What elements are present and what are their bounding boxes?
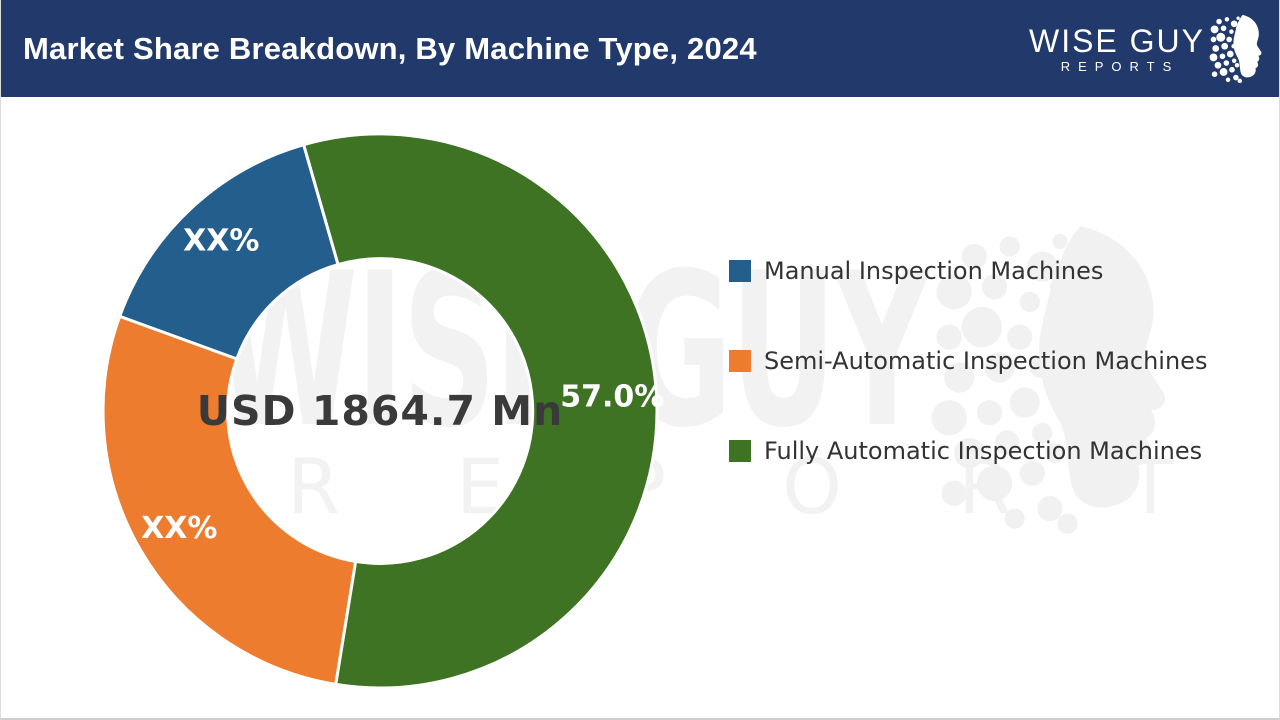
slice-label-fully_automatic: 57.0% bbox=[560, 380, 664, 415]
logo-wordmark-main: WISE GUY bbox=[1028, 22, 1205, 59]
wiseguy-logo: WISE GUY REPORTS bbox=[1029, 12, 1265, 86]
legend-item-manual: Manual Inspection Machines bbox=[729, 257, 1207, 285]
donut-slice-manual bbox=[118, 143, 340, 361]
legend-swatch-fully-automatic bbox=[729, 440, 751, 462]
legend-label-manual: Manual Inspection Machines bbox=[764, 257, 1104, 285]
header-bar: Market Share Breakdown, By Machine Type,… bbox=[1, 0, 1279, 97]
legend-label-semi-automatic: Semi-Automatic Inspection Machines bbox=[764, 347, 1208, 375]
chart-legend: Manual Inspection Machines Semi-Automati… bbox=[729, 257, 1207, 527]
slice-label-manual: XX% bbox=[183, 223, 259, 258]
legend-item-fully-automatic: Fully Automatic Inspection Machines bbox=[729, 437, 1207, 465]
legend-label-fully-automatic: Fully Automatic Inspection Machines bbox=[764, 437, 1203, 465]
chart-area: WISE GUY R E P O R T S 57.0% XX% XX% USD 1… bbox=[1, 97, 1279, 718]
logo-wordmark-sub: REPORTS bbox=[1060, 58, 1180, 74]
donut-slice-fully_automatic bbox=[302, 132, 659, 690]
logo-face-icon bbox=[1209, 14, 1262, 83]
legend-swatch-manual bbox=[729, 260, 751, 282]
donut-slice-semi_automatic bbox=[101, 314, 358, 686]
page-title: Market Share Breakdown, By Machine Type,… bbox=[23, 30, 757, 66]
logo-wordmark: WISE GUY REPORTS bbox=[1029, 25, 1205, 73]
slice-label-semi_automatic: XX% bbox=[141, 511, 217, 546]
donut-chart: 57.0% XX% XX% bbox=[101, 132, 664, 690]
legend-swatch-semi-automatic bbox=[729, 350, 751, 372]
legend-item-semi-automatic: Semi-Automatic Inspection Machines bbox=[729, 347, 1207, 375]
chart-center-value: USD 1864.7 Mn bbox=[196, 387, 564, 435]
